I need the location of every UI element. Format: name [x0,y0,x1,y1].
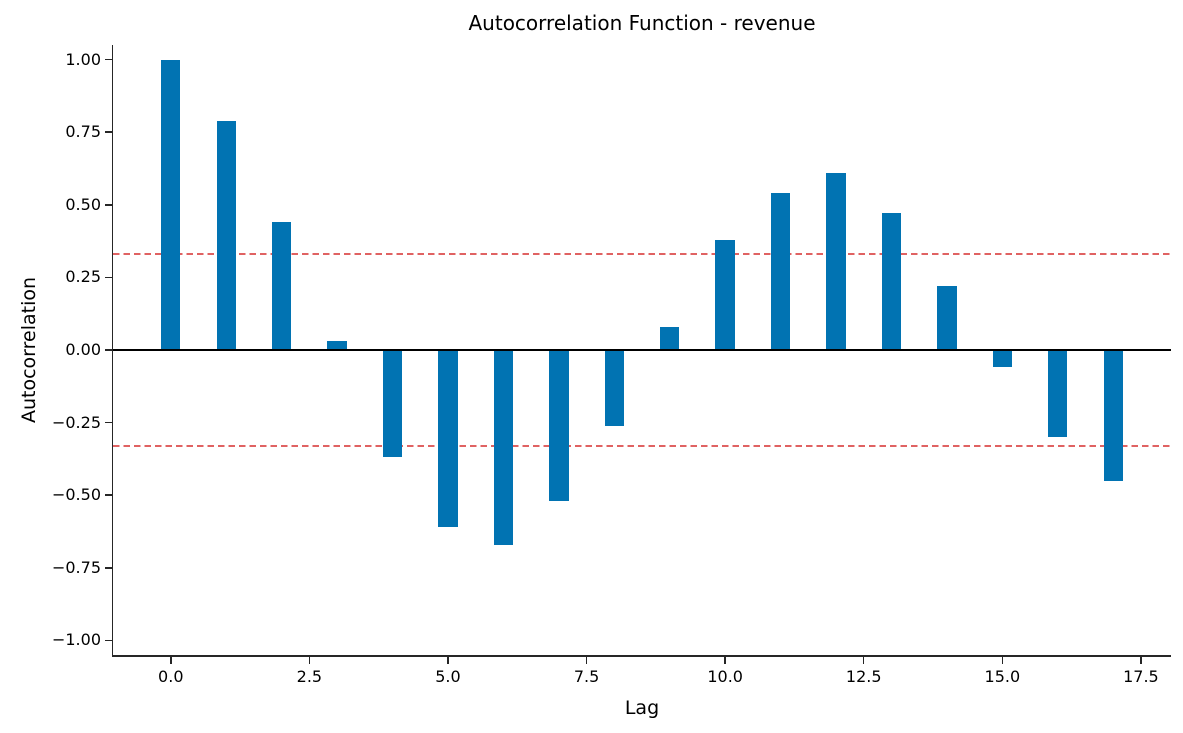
acf-bar-lag-15 [992,350,1013,368]
y-tick-label: 0.00 [65,340,101,359]
confidence-line-lower [113,445,1171,447]
y-tick-label: −0.75 [51,557,101,577]
y-tick-mark [104,494,112,496]
acf-bar-lag-8 [604,350,624,426]
x-tick-mark [308,656,311,664]
x-tick-label: 7.5 [573,667,600,686]
x-axis-spine [111,655,1171,657]
y-tick-label: −0.50 [51,485,101,505]
y-tick-label: 0.50 [65,194,101,214]
y-tick-label: −0.25 [51,412,101,432]
acf-bar-lag-13 [881,213,902,350]
x-tick-label: 10.0 [707,667,743,686]
x-axis-label: Lag [624,697,660,719]
y-tick-label: 0.25 [65,267,101,287]
acf-bar-lag-10 [715,239,735,350]
y-tick-mark [104,131,112,133]
x-tick-label: 0.0 [158,667,184,686]
confidence-line-upper [113,253,1171,255]
y-tick-label: 0.75 [65,122,101,142]
acf-bar-lag-5 [438,350,458,528]
zero-line [113,349,1171,351]
y-tick-mark [104,276,112,279]
acf-bar-lag-7 [549,350,569,502]
y-tick-mark [104,639,112,642]
y-tick-mark [104,567,112,569]
y-tick-label: −1.00 [51,630,101,650]
y-tick-mark [104,58,112,61]
x-tick-mark [862,656,865,664]
acf-bar-lag-3 [327,341,347,350]
chart-title: Autocorrelation Function - revenue [468,11,816,35]
acf-bar-lag-12 [826,172,846,350]
acf-bar-lag-2 [271,222,292,350]
acf-bar-lag-9 [660,326,680,350]
acf-bar-lag-6 [493,350,514,545]
x-tick-mark [724,656,726,664]
y-tick-mark [104,349,112,351]
x-tick-mark [447,656,449,664]
x-tick-label: 12.5 [845,667,882,686]
x-tick-mark [585,656,588,664]
acf-bar-lag-16 [1048,350,1068,438]
y-tick-mark [104,421,112,424]
x-tick-mark [1001,656,1004,664]
y-tick-label: 1.00 [65,49,101,69]
x-tick-label: 17.5 [1123,667,1159,686]
y-axis-spine [111,45,113,655]
acf-bar-lag-1 [216,120,236,350]
y-tick-mark [104,204,112,206]
x-tick-label: 2.5 [296,667,323,686]
acf-bar-lag-4 [382,350,403,458]
acf-bar-lag-11 [770,193,791,350]
x-tick-mark [1140,656,1142,664]
acf-bar-lag-17 [1103,350,1123,481]
acf-bar-lag-0 [161,59,181,350]
x-tick-label: 15.0 [984,667,1021,686]
plot-area [111,45,1171,657]
acf-bar-lag-14 [937,286,957,350]
x-tick-label: 5.0 [435,667,461,686]
x-tick-mark [170,656,172,664]
